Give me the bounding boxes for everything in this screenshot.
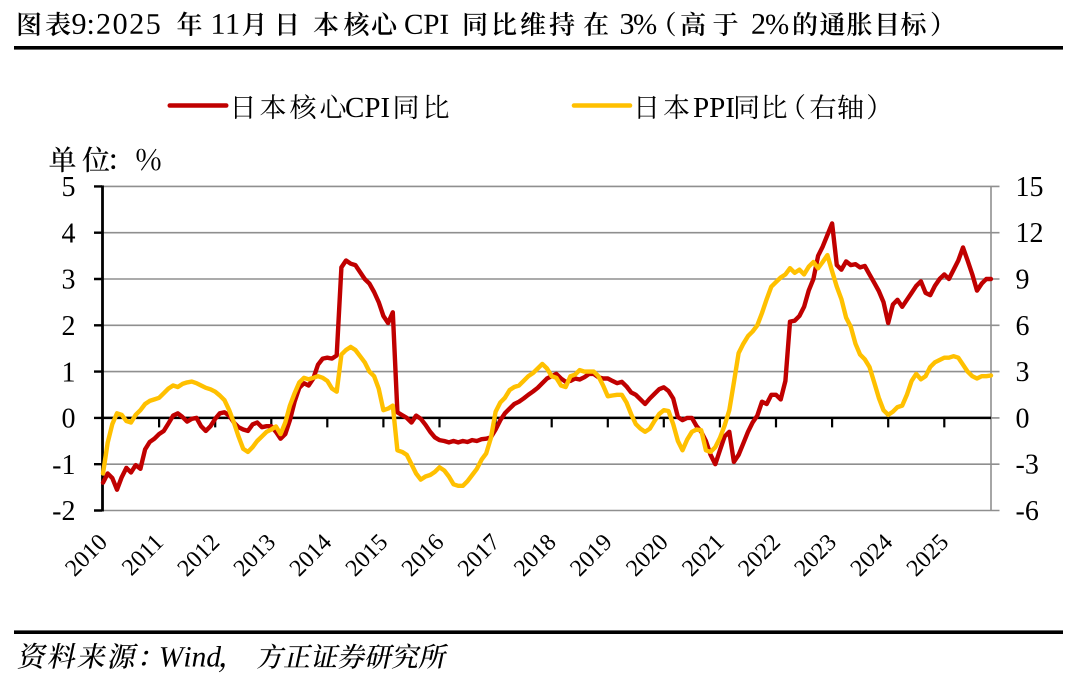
svg-text:0: 0: [1016, 403, 1030, 434]
svg-text:-1: -1: [52, 450, 75, 481]
svg-text:-3: -3: [1016, 450, 1039, 481]
svg-text:-6: -6: [1016, 496, 1039, 527]
svg-text:0: 0: [62, 404, 76, 435]
svg-text:2: 2: [62, 311, 76, 342]
svg-text:12: 12: [1016, 218, 1044, 249]
svg-text:3: 3: [62, 265, 76, 296]
svg-text:9: 9: [1016, 265, 1030, 296]
svg-text:1: 1: [62, 357, 76, 388]
svg-text:-2: -2: [52, 496, 75, 527]
svg-text:6: 6: [1016, 311, 1030, 342]
svg-text:5: 5: [62, 172, 76, 203]
svg-text:4: 4: [62, 218, 76, 249]
svg-text:15: 15: [1016, 172, 1044, 203]
svg-text:3: 3: [1016, 357, 1030, 388]
